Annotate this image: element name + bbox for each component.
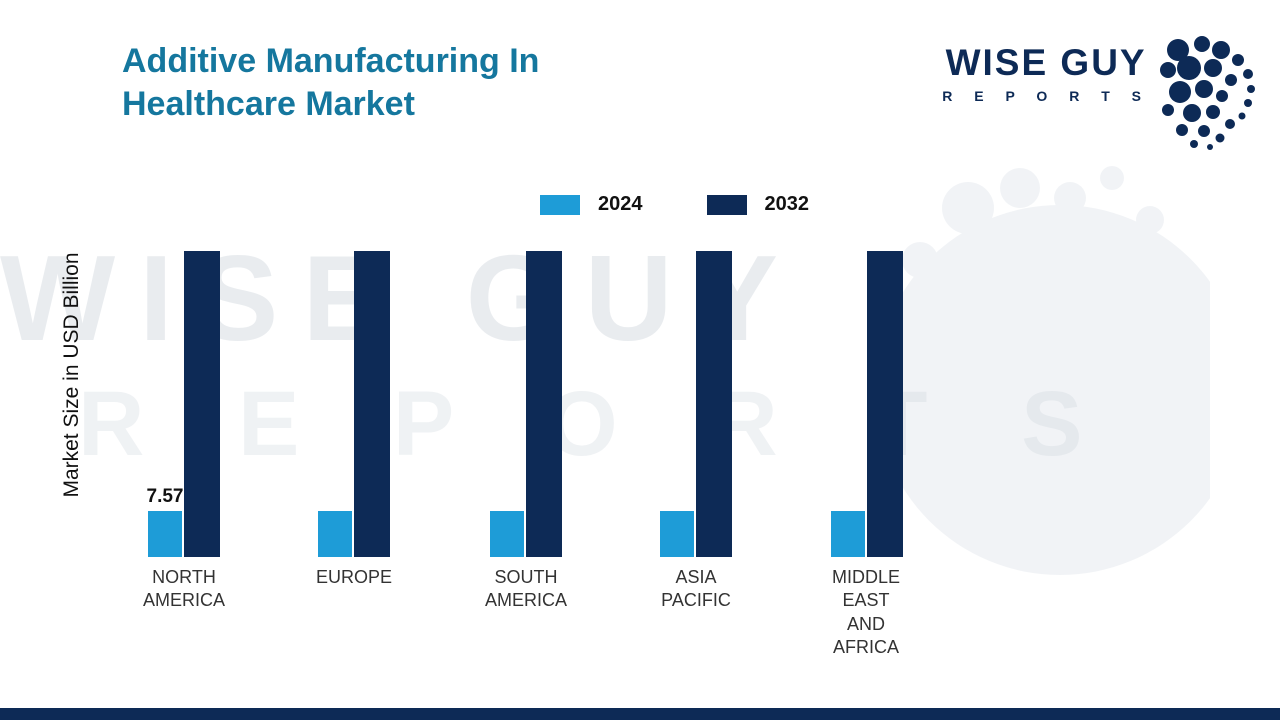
brand-logo: WISE GUY R E P O R T S xyxy=(942,34,1256,152)
bar-2024-asia-pacific xyxy=(660,511,694,557)
watermark-text-line2: R E P O R T S xyxy=(78,373,1117,475)
bar-group-middle-east-africa xyxy=(831,251,903,557)
brand-logo-text: WISE GUY R E P O R T S xyxy=(942,42,1150,104)
legend-label-2032: 2032 xyxy=(764,193,810,215)
category-label-north-america: NORTH AMERICA xyxy=(142,567,225,611)
category-label-middle-east-africa: MIDDLE EAST AND AFRICA xyxy=(831,567,900,658)
legend-item-2024: 2024 xyxy=(540,193,643,216)
bar-2032-europe xyxy=(354,251,390,557)
category-label-south-america: SOUTH AMERICA xyxy=(484,567,567,611)
brand-name: WISE GUY xyxy=(945,42,1147,83)
bar-2024-north-america xyxy=(148,511,182,557)
page-title: Additive Manufacturing In Healthcare Mar… xyxy=(122,42,540,123)
bar-value-label: 7.57 xyxy=(146,486,184,507)
bar-2024-south-america xyxy=(490,511,524,557)
bar-group-asia-pacific xyxy=(660,251,732,557)
legend-swatch-2032 xyxy=(706,194,747,215)
chart-legend: 2024 2032 xyxy=(540,193,809,216)
bar-2024-middle-east-africa xyxy=(831,511,865,557)
bar-2032-asia-pacific xyxy=(696,251,732,557)
brand-head-dots-icon xyxy=(1156,34,1256,152)
category-label-europe: EUROPE xyxy=(315,567,393,587)
bar-group-north-america xyxy=(148,251,220,557)
bar-group-europe xyxy=(318,251,390,557)
bar-2024-europe xyxy=(318,511,352,557)
category-label-asia-pacific: ASIA PACIFIC xyxy=(661,567,731,611)
bar-2032-north-america xyxy=(184,251,220,557)
bar-2032-south-america xyxy=(526,251,562,557)
bar-group-south-america xyxy=(490,251,562,557)
legend-item-2032: 2032 xyxy=(706,193,810,216)
y-axis-label: Market Size in USD Billion xyxy=(60,252,83,498)
bar-2032-middle-east-africa xyxy=(867,251,903,557)
legend-label-2024: 2024 xyxy=(598,193,643,215)
legend-swatch-2024 xyxy=(540,194,580,215)
brand-subname: R E P O R T S xyxy=(942,88,1150,104)
footer-accent-bar xyxy=(0,708,1280,720)
